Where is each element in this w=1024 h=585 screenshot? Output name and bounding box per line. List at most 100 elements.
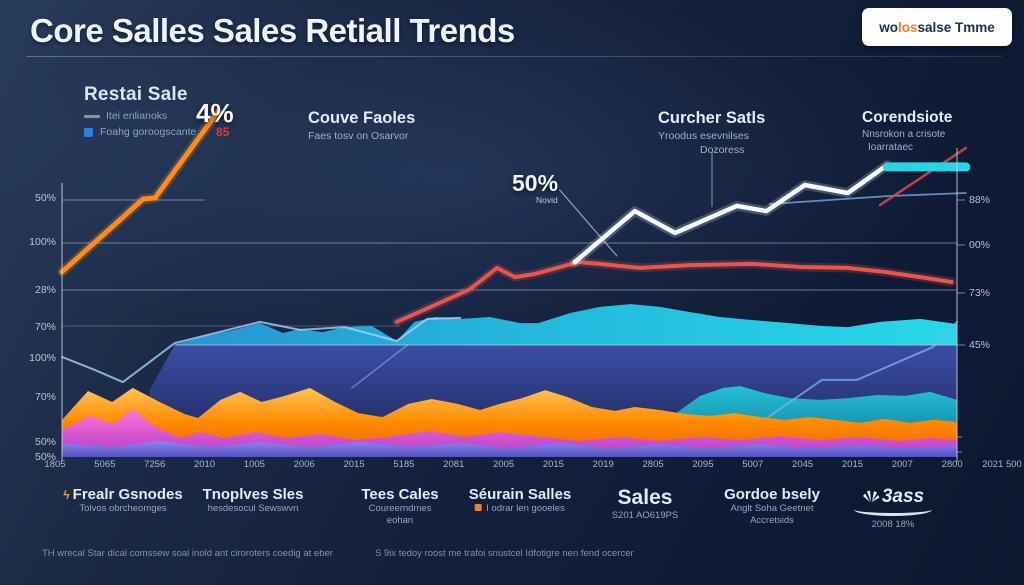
stat-card-1: Tnoplves Sles hesdesocul Sewswvn xyxy=(203,486,304,515)
stat-card-sub-0: Anglt Soha Geetnet xyxy=(730,503,814,514)
logo-swoosh-icon xyxy=(854,508,932,516)
stat-card-title: Gordoe bsely xyxy=(724,486,820,503)
legend-item-1: Foahg goroogscante xyxy=(84,126,196,138)
stat-card-sub-0: Tolvos obrcheomges xyxy=(79,503,167,514)
stat-card-sub-1: Accretsids xyxy=(750,515,794,527)
y-axis-left-label-1: 100% xyxy=(29,236,56,248)
cyan-band xyxy=(174,304,958,345)
legend-item-0: Itei enlianoks xyxy=(84,110,196,122)
legend-swatch-square-icon xyxy=(84,127,93,137)
annotation-curcher-title: Curcher Satls xyxy=(658,109,766,127)
y-axis-right-label-1: 00% xyxy=(969,239,991,251)
y-axis-right-label-2: 73% xyxy=(969,287,991,299)
stat-card-6: 3ass 2008 18% xyxy=(854,486,932,531)
stray-diagonal xyxy=(351,344,409,389)
x-axis-label-16: 2015 xyxy=(841,459,864,470)
annotation-couve-title: Couve Faoles xyxy=(308,109,416,127)
orange-bullet-icon xyxy=(475,504,483,511)
footer-note: TH wrecal Star dical comssew soal inold … xyxy=(42,548,634,559)
stat-card-4: Sales S201 AO619PS xyxy=(612,486,679,522)
stat-card-title: Tnoplves Sles xyxy=(202,486,304,503)
x-axis-label-7: 5185 xyxy=(393,459,415,470)
x-axis-label-19: 2021 500 xyxy=(982,459,1022,470)
brand-badge[interactable]: wo los salse Tmme xyxy=(862,8,1012,46)
x-axis-label-4: 1005 xyxy=(243,459,265,470)
legend-title: Restai Sale xyxy=(84,84,188,105)
stat-card-3: Séurain Salles I odrar len gooeles xyxy=(469,486,572,515)
purple-area xyxy=(62,441,957,457)
stat-card-title: Tees Cales xyxy=(361,486,439,503)
thin-blue-right-diagonal xyxy=(767,320,958,419)
stat-card-title: ϟ Frealr Gsnodes xyxy=(63,486,183,503)
annotation-corend: Corendsiote Nnsrokon a crisote Ioarratae… xyxy=(862,109,952,153)
legend: Restai Sale Itei enlianoks Foahg goroogsc… xyxy=(84,84,196,138)
title-divider xyxy=(26,56,1002,57)
annotation-curcher-sub1: Yroodus esevnilses xyxy=(658,130,750,142)
y-axis-left-label-4: 100% xyxy=(29,352,56,364)
footer-note-right: S 9ix tedoy roost me trafoi snustcel Idf… xyxy=(374,548,634,559)
x-axis-label-8: 2081 xyxy=(443,459,465,470)
red-diagonal xyxy=(878,146,968,207)
fan-icon xyxy=(862,490,880,502)
y-axis-left-label-2: 28% xyxy=(34,284,56,296)
lightblue-left-line xyxy=(61,316,462,384)
annotation-corend-sub2: Ioarrataec xyxy=(868,142,914,153)
stat-card-sub-0: I odrar len gooeles xyxy=(469,503,572,515)
annotation-couve: Couve Faoles Faes tosv on Osarvor xyxy=(308,109,415,142)
x-axis-label-3: 2010 xyxy=(193,459,216,470)
annotation-corend-title: Corendsiote xyxy=(862,109,953,126)
bolt-icon: ϟ xyxy=(63,488,70,502)
stat-card-0: ϟ Frealr Gsnodes Tolvos obrcheomges xyxy=(63,486,182,515)
legend-swatch-dash-icon xyxy=(84,114,100,118)
stat-card-sub-0: S201 AO619PS xyxy=(611,510,679,521)
x-axis-label-14: 5007 xyxy=(742,459,764,470)
y-axis-left-label-7: 50% xyxy=(34,451,56,463)
x-axis-label-9: 2005 xyxy=(493,459,515,470)
annotation-curcher: Curcher Satls Yroodus esevnilses Dozores… xyxy=(658,109,765,156)
x-axis-label-11: 2019 xyxy=(592,459,614,470)
white-line xyxy=(572,162,890,265)
stat-card-2: Tees Cales Coureerndmes eohan xyxy=(361,486,438,528)
stat-card-title: 3ass xyxy=(854,486,932,508)
annotation-mid: 50% Novid xyxy=(512,170,558,205)
axes xyxy=(61,148,965,462)
y-axis-right-label-3: 45% xyxy=(969,339,991,351)
annotation-curcher-sub2: Dozoress xyxy=(700,144,745,156)
annotation-mid-sub: Novid xyxy=(536,195,558,205)
stat-card-sub-0: hesdesocul Sewswvn xyxy=(207,503,299,514)
stat-card-sub-0: 2008 18% xyxy=(871,519,915,530)
coral-line xyxy=(394,260,954,324)
stat-card-sub-1: eohan xyxy=(386,515,414,527)
stat-card-5: Gordoe bsely Anglt Soha Geetnet Accretsids xyxy=(724,486,820,528)
stat-card-sub-0: Coureerndmes xyxy=(368,503,432,514)
badge-text-suffix: salse Tmme xyxy=(917,19,995,35)
stat-card-title: Sales xyxy=(617,486,673,509)
badge-text-accent: los xyxy=(897,19,918,35)
annotation-corend-sub1: Nnsrokon a crisote xyxy=(862,129,946,140)
annotation-peak-sub: 85 xyxy=(216,125,230,139)
x-axis-label-6: 2015 xyxy=(343,459,365,470)
annotation-couve-sub: Faes tosv on Osarvor xyxy=(308,130,409,142)
thin-blue-upper-line xyxy=(769,192,967,205)
x-axis-label-0: 1805 xyxy=(44,459,66,470)
x-axis-label-17: 2007 xyxy=(891,459,913,470)
x-axis-label-5: 2006 xyxy=(293,459,315,470)
orange-spike-line xyxy=(59,109,221,275)
page-title: Core Salles Sales Retiall Trends xyxy=(30,12,515,49)
stat-card-title: Séurain Salles xyxy=(468,486,572,503)
badge-text-prefix: wo xyxy=(879,19,898,35)
legend-item-label: Foahg goroogscante xyxy=(100,126,197,138)
callout-50-line xyxy=(558,189,618,257)
x-axis-label-2: 7256 xyxy=(144,459,166,470)
y-axis-left-label-3: 70% xyxy=(34,321,56,333)
y-axis-left-label-5: 70% xyxy=(34,391,56,403)
annotation-mid-value: 50% xyxy=(512,170,559,196)
x-axis-label-12: 2805 xyxy=(642,459,664,470)
gridlines xyxy=(62,199,957,327)
y-axis-left-label-0: 50% xyxy=(34,192,56,204)
annotation-peak-value: 4% xyxy=(196,98,234,128)
x-axis-label-10: 2015 xyxy=(542,459,564,470)
x-axis-label-15: 2045 xyxy=(792,459,814,470)
